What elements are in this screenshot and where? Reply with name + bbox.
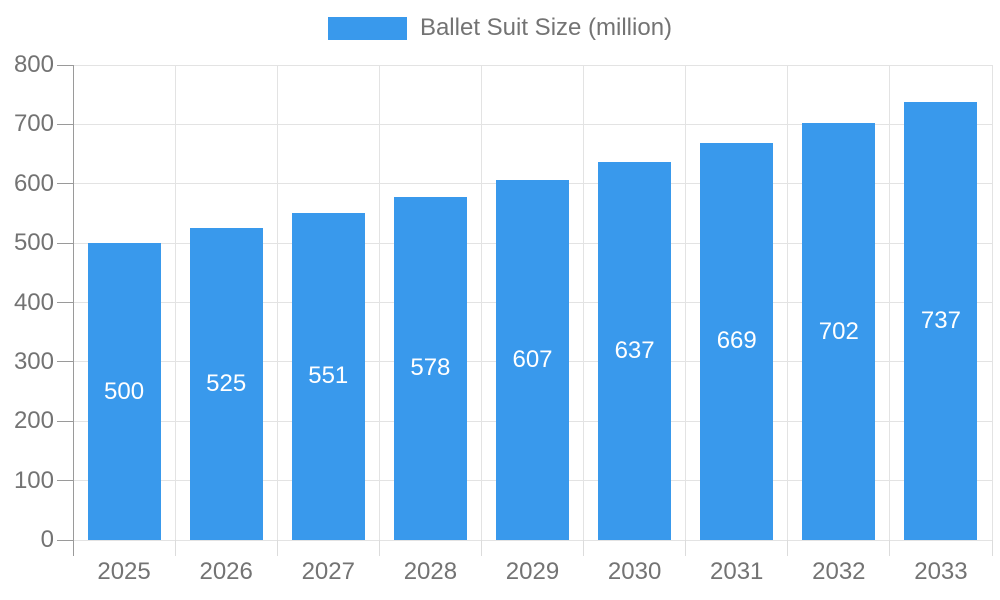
x-axis-label: 2028 xyxy=(403,558,458,585)
y-axis-tick xyxy=(57,420,73,422)
y-axis-tick xyxy=(57,242,73,244)
x-axis-label: 2030 xyxy=(607,558,662,585)
bar-value-label: 607 xyxy=(512,345,553,373)
y-gridline xyxy=(73,64,992,66)
y-axis-tick xyxy=(57,539,73,541)
legend-swatch-icon xyxy=(327,16,407,40)
y-axis-tick xyxy=(57,361,73,363)
y-axis-line xyxy=(72,65,74,540)
x-gridline xyxy=(276,65,278,540)
x-axis-tick xyxy=(378,540,380,556)
bar-value-label: 551 xyxy=(308,362,349,390)
x-axis-label: 2025 xyxy=(97,558,151,585)
x-gridline xyxy=(480,65,482,540)
x-axis-label: 2033 xyxy=(914,558,968,585)
bar-2028[interactable] xyxy=(393,196,467,540)
y-axis-label: 600 xyxy=(13,169,54,197)
x-axis-tick xyxy=(174,540,176,556)
x-axis-label: 2031 xyxy=(710,558,764,585)
x-gridline xyxy=(378,65,380,540)
y-axis-tick xyxy=(57,123,73,125)
bar-value-label: 578 xyxy=(410,354,451,382)
y-axis-label: 500 xyxy=(13,229,54,257)
x-gridline xyxy=(991,65,993,540)
x-axis-label: 2027 xyxy=(301,558,355,585)
bar-2026[interactable] xyxy=(189,228,263,540)
legend-label: Ballet Suit Size (million) xyxy=(419,14,673,41)
x-axis-label: 2029 xyxy=(505,558,560,585)
y-axis-tick xyxy=(57,64,73,66)
y-axis-tick xyxy=(57,480,73,482)
y-axis-label: 700 xyxy=(13,110,54,138)
x-axis-tick xyxy=(72,540,74,556)
legend[interactable]: Ballet Suit Size (million) xyxy=(0,14,1000,42)
y-axis-tick xyxy=(57,302,73,303)
y-axis-tick xyxy=(57,183,73,185)
y-axis-label: 200 xyxy=(13,407,54,435)
bar-2027[interactable] xyxy=(291,212,365,540)
y-axis-label: 100 xyxy=(13,466,54,494)
bar-value-label: 669 xyxy=(716,327,757,355)
x-gridline xyxy=(583,65,585,540)
x-gridline xyxy=(889,65,891,540)
y-axis-label: 0 xyxy=(40,526,54,553)
x-axis-tick xyxy=(991,540,993,556)
bar-2031[interactable] xyxy=(700,142,774,540)
x-axis-tick xyxy=(787,540,789,556)
bar-2032[interactable] xyxy=(802,123,876,540)
x-axis-tick xyxy=(276,540,278,556)
bar-value-label: 737 xyxy=(920,307,961,335)
y-axis-label: 400 xyxy=(13,288,54,316)
bar-2029[interactable] xyxy=(496,179,569,540)
bar-2025[interactable] xyxy=(87,243,161,540)
x-axis-tick xyxy=(889,540,891,556)
bar-value-label: 525 xyxy=(206,370,247,398)
x-axis-tick xyxy=(480,540,482,556)
x-axis-label: 2026 xyxy=(199,558,253,585)
y-axis-label: 300 xyxy=(13,347,54,375)
bar-value-label: 637 xyxy=(614,336,655,364)
y-gridline xyxy=(73,123,992,125)
x-gridline xyxy=(787,65,789,540)
bar-2030[interactable] xyxy=(598,161,672,540)
x-axis-tick xyxy=(685,540,687,556)
y-axis-label: 800 xyxy=(13,51,54,78)
y-gridline xyxy=(73,539,992,541)
bar-value-label: 702 xyxy=(818,317,859,345)
x-axis-label: 2032 xyxy=(812,558,866,585)
x-axis-tick xyxy=(583,540,585,556)
bar-value-label: 500 xyxy=(104,377,145,405)
x-gridline xyxy=(685,65,687,540)
x-gridline xyxy=(174,65,176,540)
bar-2033[interactable] xyxy=(904,102,978,540)
